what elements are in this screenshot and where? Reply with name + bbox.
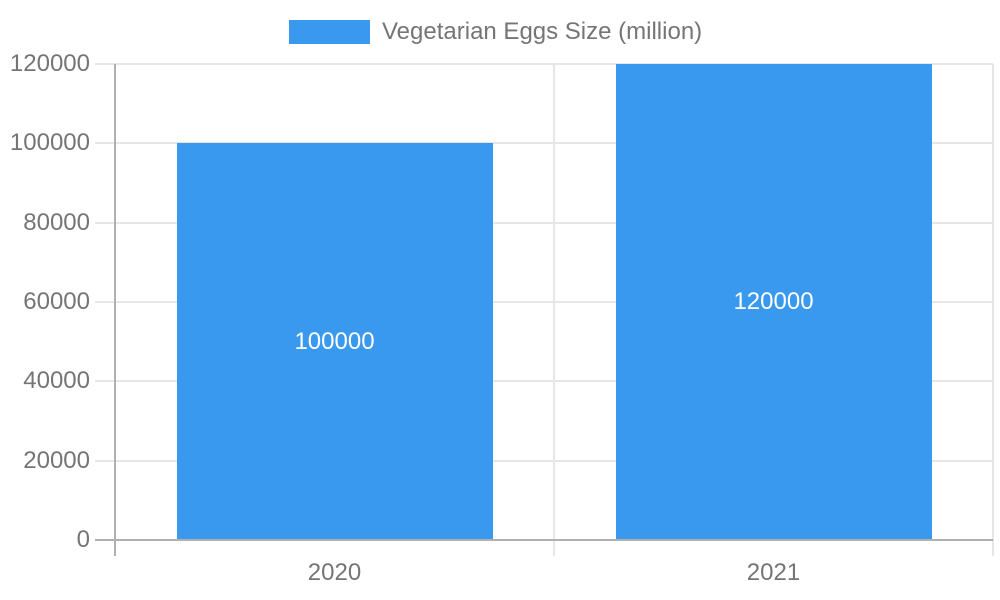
gridline-vertical — [553, 64, 555, 556]
y-tick-label: 60000 — [23, 288, 90, 315]
bar — [615, 64, 932, 540]
gridline-horizontal — [95, 301, 993, 303]
x-tick-label: 2021 — [746, 559, 801, 586]
gridline-horizontal — [95, 380, 993, 383]
y-tick-label: 40000 — [23, 367, 90, 395]
x-axis-baseline — [95, 539, 993, 541]
y-tick-label: 0 — [76, 526, 90, 553]
y-tick-label: 120000 — [9, 50, 90, 77]
gridline-horizontal — [95, 142, 993, 145]
gridline-vertical — [992, 64, 994, 556]
legend-swatch — [289, 20, 370, 44]
x-tick-label: 2020 — [307, 559, 362, 586]
gridline-horizontal — [95, 459, 993, 462]
legend-label: Vegetarian Eggs Size (million) — [382, 18, 703, 45]
legend: Vegetarian Eggs Size (million) — [289, 19, 702, 45]
y-tick-label: 100000 — [9, 129, 90, 157]
bar-value-label: 100000 — [294, 327, 375, 355]
y-tick-label: 20000 — [23, 446, 90, 474]
y-tick-label: 80000 — [23, 208, 90, 236]
gridline-horizontal — [95, 221, 993, 224]
bar — [176, 143, 493, 540]
y-axis-line — [114, 64, 116, 556]
gridline-horizontal — [95, 63, 993, 65]
bar-value-label: 120000 — [733, 288, 814, 315]
